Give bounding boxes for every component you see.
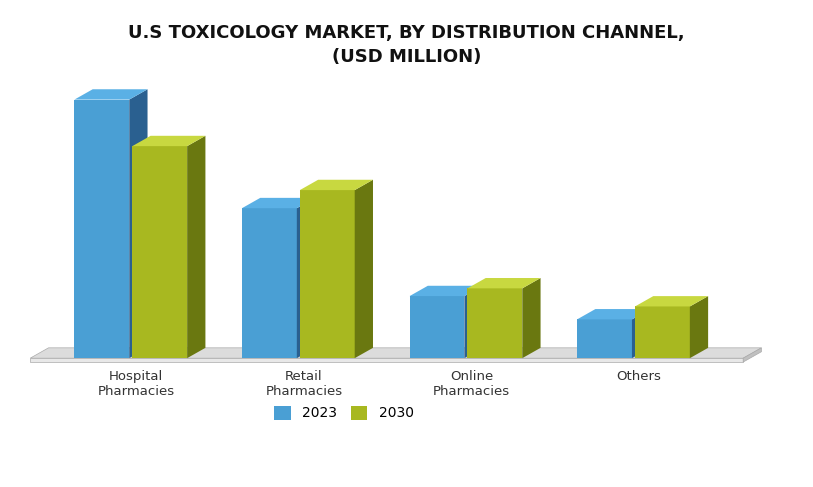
Polygon shape [242,198,315,208]
Text: Others: Others [616,370,662,383]
Text: Hospital
Pharmacies: Hospital Pharmacies [98,370,175,398]
Polygon shape [635,306,690,358]
Text: Online
Pharmacies: Online Pharmacies [433,370,510,398]
Text: Retail
Pharmacies: Retail Pharmacies [265,370,342,398]
Polygon shape [632,309,650,358]
Polygon shape [577,309,650,319]
Polygon shape [467,278,541,288]
Polygon shape [522,278,541,358]
Polygon shape [242,208,297,358]
Polygon shape [410,286,483,296]
Polygon shape [410,296,464,358]
Polygon shape [133,136,206,146]
Polygon shape [743,348,762,362]
Polygon shape [187,136,206,358]
Polygon shape [75,89,147,100]
Polygon shape [354,180,373,358]
Polygon shape [30,358,743,362]
Polygon shape [133,146,187,358]
Polygon shape [577,319,632,358]
Polygon shape [75,100,129,358]
Legend: 2023, 2030: 2023, 2030 [268,400,420,426]
Polygon shape [129,89,147,358]
Polygon shape [635,296,708,306]
Polygon shape [690,296,708,358]
Polygon shape [297,198,315,358]
Polygon shape [300,190,354,358]
Polygon shape [467,288,522,358]
Polygon shape [464,286,483,358]
Polygon shape [30,348,762,358]
Text: U.S TOXICOLOGY MARKET, BY DISTRIBUTION CHANNEL,
(USD MILLION): U.S TOXICOLOGY MARKET, BY DISTRIBUTION C… [128,24,685,66]
Polygon shape [300,180,373,190]
